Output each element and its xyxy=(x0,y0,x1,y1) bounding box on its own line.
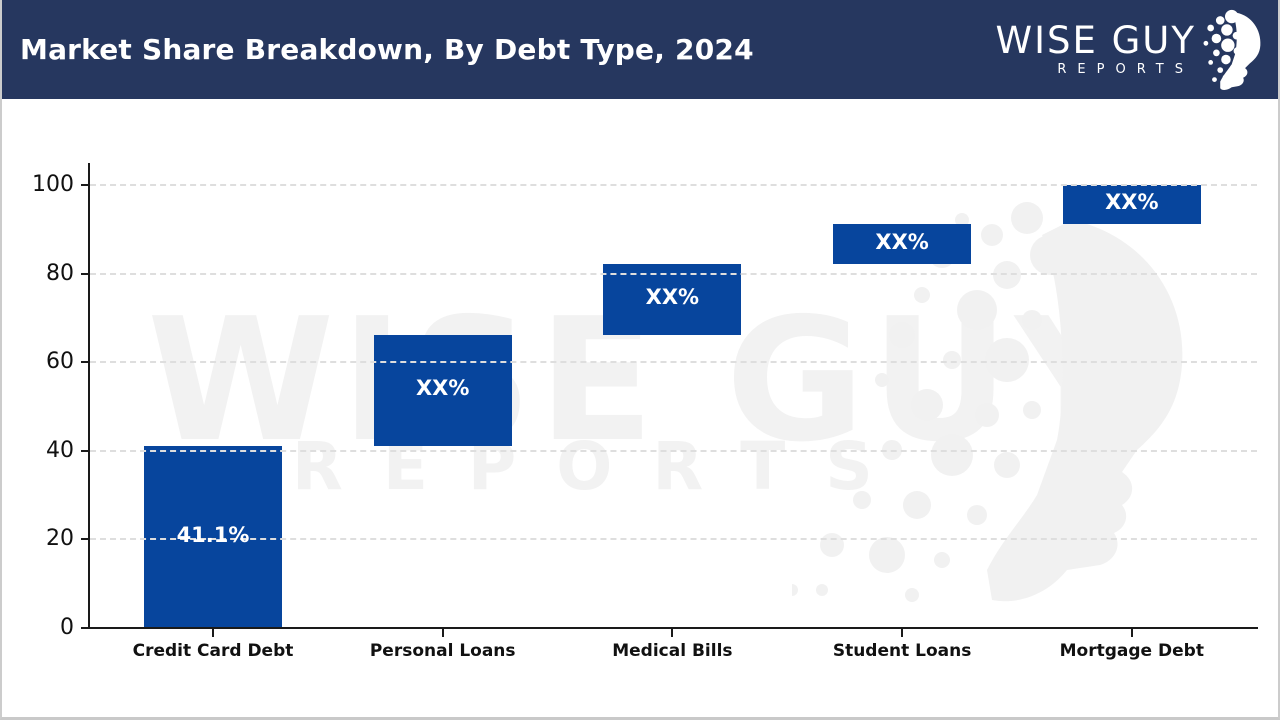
bar-value-label: XX% xyxy=(645,285,700,310)
gridline-100 xyxy=(90,184,1257,186)
gridline-60 xyxy=(90,361,1257,363)
bar-value-label: 41.1% xyxy=(176,522,250,547)
y-tick-label-80: 80 xyxy=(46,260,74,286)
y-tick-label-0: 0 xyxy=(60,614,74,640)
logo-text: WISE GUY REPORTS xyxy=(995,18,1196,78)
page-title: Market Share Breakdown, By Debt Type, 20… xyxy=(20,33,754,66)
y-tick-100 xyxy=(81,184,89,186)
x-tick-4 xyxy=(1130,629,1133,637)
gridline-20 xyxy=(90,538,1257,540)
watermark-face-icon xyxy=(792,202,1183,602)
logo-subtext: REPORTS xyxy=(1057,62,1194,78)
x-category-label: Student Loans xyxy=(832,641,972,661)
y-tick-0 xyxy=(81,626,89,629)
bar-value-label: XX% xyxy=(415,376,470,401)
wise-guy-reports-logo: WISE GUY REPORTS xyxy=(996,7,1268,93)
y-tick-label-20: 20 xyxy=(46,526,74,551)
bar-mortgage-debt xyxy=(1062,185,1201,224)
bar-student-loans xyxy=(833,223,972,264)
logo-face-icon xyxy=(1203,9,1261,90)
x-category-label: Medical Bills xyxy=(612,641,733,661)
x-tick-1 xyxy=(441,629,444,637)
bar-personal-loans xyxy=(373,334,512,446)
y-axis-line xyxy=(88,163,90,629)
gridline-40 xyxy=(90,449,1257,452)
gridline-80 xyxy=(90,272,1257,275)
y-tick-label-100: 100 xyxy=(32,172,74,197)
bar-value-label: XX% xyxy=(875,229,929,254)
x-category-label: Personal Loans xyxy=(369,641,516,661)
y-tick-label-60: 60 xyxy=(46,349,74,374)
bar-medical-bills xyxy=(603,263,742,335)
x-axis-line xyxy=(88,627,1258,629)
x-tick-0 xyxy=(212,629,214,637)
x-category-label: Credit Card Debt xyxy=(132,641,294,661)
x-tick-3 xyxy=(901,629,904,637)
y-tick-label-40: 40 xyxy=(46,437,74,463)
header-band: Market Share Breakdown, By Debt Type, 20… xyxy=(2,0,1278,99)
bar-credit-card-debt xyxy=(144,445,282,628)
logo-wordmark: WISE GUY xyxy=(995,18,1196,62)
x-category-label: Mortgage Debt xyxy=(1059,641,1204,661)
y-tick-80 xyxy=(81,272,89,275)
y-tick-40 xyxy=(81,449,89,452)
x-tick-2 xyxy=(671,629,674,637)
bar-value-label: XX% xyxy=(1105,190,1159,215)
y-tick-60 xyxy=(81,361,89,363)
y-tick-20 xyxy=(81,538,89,540)
